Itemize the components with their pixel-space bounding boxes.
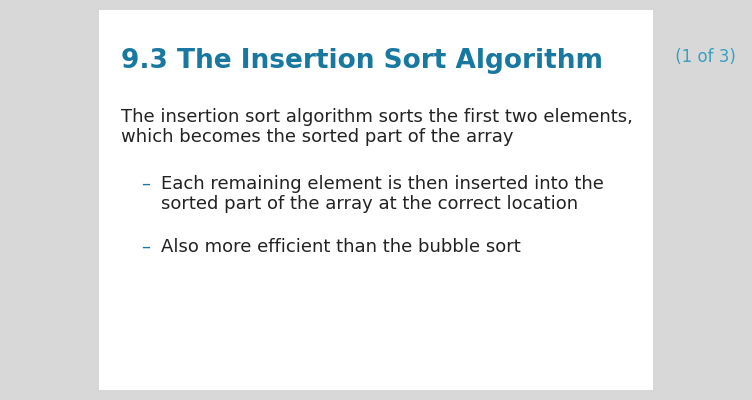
Text: –: – xyxy=(141,175,150,193)
Text: 9.3 The Insertion Sort Algorithm: 9.3 The Insertion Sort Algorithm xyxy=(121,48,603,74)
Text: sorted part of the array at the correct location: sorted part of the array at the correct … xyxy=(161,195,578,213)
Text: which becomes the sorted part of the array: which becomes the sorted part of the arr… xyxy=(121,128,514,146)
Text: (1 of 3): (1 of 3) xyxy=(670,48,736,66)
Text: Also more efficient than the bubble sort: Also more efficient than the bubble sort xyxy=(161,238,521,256)
Bar xyxy=(99,10,653,390)
Text: The insertion sort algorithm sorts the first two elements,: The insertion sort algorithm sorts the f… xyxy=(121,108,633,126)
Text: Each remaining element is then inserted into the: Each remaining element is then inserted … xyxy=(161,175,604,193)
Text: –: – xyxy=(141,238,150,256)
